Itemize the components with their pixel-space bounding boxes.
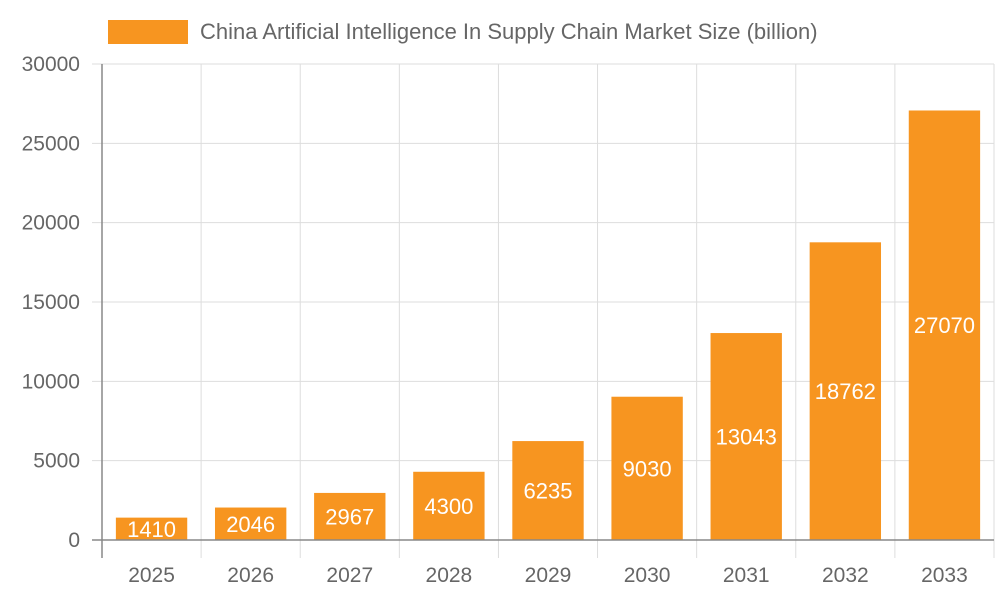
y-tick-label: 0: [68, 529, 80, 552]
bar-value-label: 2046: [226, 512, 275, 537]
y-tick-label: 30000: [22, 53, 80, 76]
x-tick-label: 2029: [525, 564, 572, 587]
y-tick-label: 15000: [22, 291, 80, 314]
legend-label: China Artificial Intelligence In Supply …: [200, 19, 818, 44]
y-tick-label: 10000: [22, 370, 80, 393]
bar[interactable]: [413, 471, 485, 540]
bar[interactable]: [710, 333, 782, 540]
axes: [92, 64, 994, 558]
x-tick-label: 2030: [624, 564, 671, 587]
bars: [115, 110, 981, 541]
bar[interactable]: [908, 110, 981, 541]
y-tick-label: 5000: [33, 450, 80, 473]
bar[interactable]: [314, 492, 386, 540]
legend-swatch: [108, 20, 188, 44]
bar-value-label: 27070: [914, 313, 975, 338]
y-axis-tick-labels: 0 5000 10000 15000 20000 25000 30000: [22, 53, 80, 552]
legend[interactable]: China Artificial Intelligence In Supply …: [108, 19, 818, 44]
x-tick-label: 2025: [128, 564, 175, 587]
bar-value-label: 18762: [815, 379, 876, 404]
x-tick-label: 2027: [326, 564, 373, 587]
bar[interactable]: [214, 507, 287, 540]
bar-value-label: 1410: [127, 517, 176, 542]
bar[interactable]: [809, 242, 882, 540]
bar-value-label: 4300: [424, 494, 473, 519]
bar-value-label: 6235: [524, 479, 573, 504]
bar[interactable]: [115, 517, 188, 540]
y-tick-label: 25000: [22, 132, 80, 155]
y-tick-label: 20000: [22, 212, 80, 235]
bar[interactable]: [512, 441, 584, 540]
x-tick-label: 2031: [723, 564, 770, 587]
x-axis-tick-labels: 2025 2026 2027 2028 2029 2030 2031 2032 2033: [128, 564, 968, 587]
data-labels: 1410 2046 2967 4300 6235 9030 13043 18762 27070: [127, 313, 975, 542]
bar-value-label: 9030: [623, 456, 672, 481]
bar-value-label: 2967: [325, 504, 374, 529]
gridlines: [92, 63, 995, 558]
x-tick-label: 2033: [921, 564, 968, 587]
x-tick-label: 2028: [426, 564, 473, 587]
x-tick-label: 2026: [227, 564, 274, 587]
x-tick-label: 2032: [822, 564, 869, 587]
bar[interactable]: [611, 396, 683, 540]
bar-value-label: 13043: [716, 425, 777, 450]
